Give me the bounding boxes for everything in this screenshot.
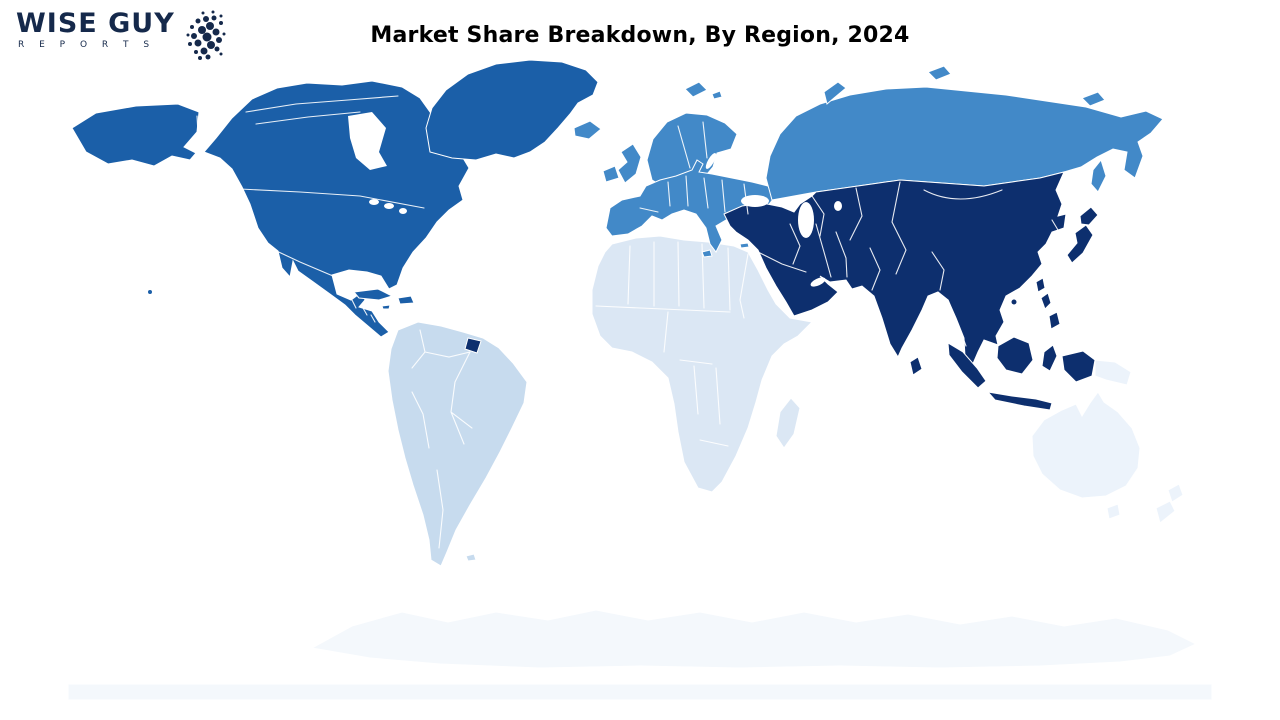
logo-wordmark: WISE GUY [16,8,175,39]
cuba [353,288,394,301]
region-french-guiana [464,337,482,354]
region-africa [591,235,814,493]
new-siberian-islands [1081,91,1106,107]
sulawesi [1041,344,1058,372]
country-borders [196,95,1059,549]
region-south-america [387,321,528,567]
borders-south-america [411,329,473,549]
madagascar [775,397,801,449]
region-asia-middle-east [723,171,1099,411]
java [986,391,1053,411]
alaska [71,103,200,167]
japan-hokkaido [1079,206,1099,226]
great-britain [617,143,642,184]
australia [1031,391,1141,499]
philippines-luzon [1040,292,1052,310]
antarctica-ice-strip [67,683,1213,701]
logo-text: WISE GUY R E P O R T S [16,10,175,50]
aral-sea [834,201,842,211]
borders-africa [595,241,749,447]
baltic-sea [705,153,717,169]
chart-title: Market Share Breakdown, By Region, 2024 [370,22,910,48]
borders-north-america [196,95,425,323]
russia-mainland [765,86,1164,201]
ireland [602,165,620,183]
new-zealand-south [1155,500,1176,524]
region-oceania [1031,359,1184,524]
papua-new-guinea [1094,359,1132,386]
philippines-mindanao [1048,311,1061,330]
caspian-sea [798,202,814,238]
persian-gulf [810,277,826,287]
sumatra [947,342,987,389]
japan-honshu [1066,224,1094,264]
new-zealand-north [1167,483,1184,503]
africa-mainland [591,235,814,493]
tasmania [1106,503,1121,520]
borders-europe [639,121,749,215]
svalbard-east [711,90,723,100]
severnaya-zemlya [927,65,952,81]
west-papua [1061,350,1096,383]
great-lake-ontario [399,208,407,214]
greenland [425,59,599,161]
taiwan [1035,277,1046,293]
crete [739,242,750,249]
borneo [996,336,1034,375]
south-america-mainland [387,321,528,567]
sicily [701,249,713,258]
region-europe [573,81,775,258]
region-russia-cis [765,65,1164,201]
great-lake-huron [384,203,394,209]
borders-asia [757,181,1059,347]
black-sea [741,195,769,207]
jamaica [381,304,391,310]
wise-guy-reports-logo: WISE GUY R E P O R T S [16,10,229,63]
novaya-zemlya [823,81,847,105]
hawaii [147,289,153,295]
falkland-islands [465,553,477,562]
hainan [1010,298,1018,306]
dotted-head-icon [186,10,226,60]
hudson-bay [348,112,387,170]
sakhalin [1090,158,1107,193]
water-overlays [348,112,842,287]
region-north-america [71,59,599,338]
hispaniola [397,295,415,305]
region-antarctica [67,609,1213,701]
sri-lanka [909,356,923,376]
logo-subtitle: R E P O R T S [18,40,156,50]
iceland [573,120,602,140]
antarctica-mainland [310,609,1198,669]
great-lake-superior [369,199,379,205]
svalbard [684,81,708,98]
